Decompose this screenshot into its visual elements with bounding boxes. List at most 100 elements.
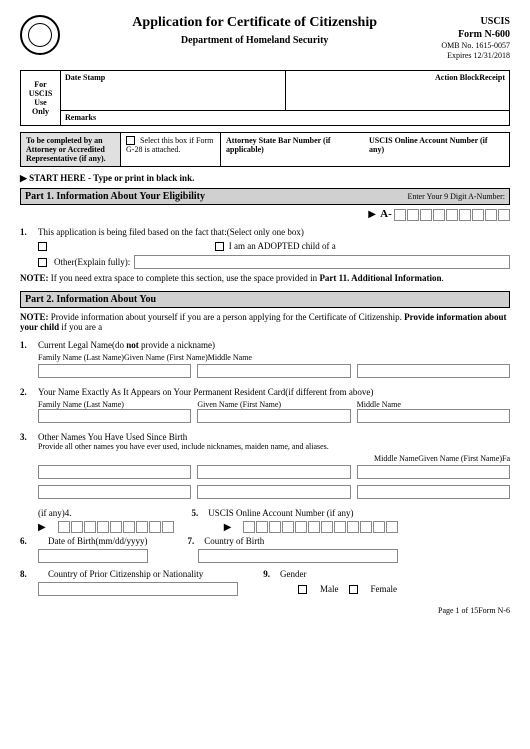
part2-header: Part 2. Information About You: [20, 291, 510, 308]
middle-lbl2: Middle Name: [357, 400, 510, 409]
note-p2-prefix: NOTE:: [20, 312, 51, 322]
middle-lbl: Middle Name: [208, 353, 252, 362]
prc-given-input[interactable]: [197, 409, 350, 423]
part1-header: Part 1. Information About Your Eligibili…: [20, 188, 510, 205]
note-part2: NOTE: Provide information about yourself…: [20, 312, 510, 332]
family-name-input[interactable]: [38, 364, 191, 378]
family-lbl2: Family Name (Last Name): [38, 400, 191, 409]
p2q6-text: Date of Birth(mm/dd/yyyy): [48, 536, 147, 546]
other1-given[interactable]: [197, 465, 350, 479]
p2q7-num: 7.: [187, 536, 194, 546]
a-prefix: A-: [380, 208, 392, 220]
acct-label: USCIS Online Account Number (if any): [369, 136, 488, 154]
attorney-box: To be completed by an Attorney or Accred…: [20, 132, 510, 167]
q4-input[interactable]: [58, 521, 174, 533]
g28-checkbox[interactable]: [126, 136, 135, 145]
other-label: Other(Explain fully):: [54, 257, 130, 267]
attorney-left: To be completed by an Attorney or Accred…: [21, 133, 121, 166]
family-lbl: Family Name (Last Name): [38, 353, 124, 362]
other2-given[interactable]: [197, 485, 350, 499]
other2-family[interactable]: [38, 485, 191, 499]
date-stamp-label: Date Stamp: [61, 71, 286, 110]
adopted-label: I am an ADOPTED child of a: [229, 241, 336, 251]
uscis-label: USCIS: [441, 15, 510, 28]
p2q2-text: Your Name Exactly As It Appears on Your …: [38, 387, 373, 397]
part1-title: Part 1. Information About Your Eligibili…: [25, 191, 407, 202]
p2q5-text: USCIS Online Account Number (if any): [208, 508, 353, 518]
male-label: Male: [320, 584, 339, 594]
omb-number: OMB No. 1615-0057: [441, 41, 510, 51]
p2-q2: 2. Your Name Exactly As It Appears on Yo…: [20, 387, 510, 429]
arrow-icon: ▶: [368, 209, 376, 220]
q1-num: 1.: [20, 227, 38, 237]
uscis-use-only-box: For USCIS Use Only Date Stamp Action Blo…: [20, 70, 510, 126]
q1-checkbox-1[interactable]: [38, 242, 47, 251]
male-checkbox[interactable]: [298, 585, 307, 594]
p2q5-num: 5.: [192, 508, 199, 518]
other-explain-input[interactable]: [134, 255, 510, 269]
note-p1-text: If you need extra space to complete this…: [51, 273, 444, 283]
title-block: Application for Certificate of Citizensh…: [68, 15, 441, 46]
uscis-use-label: For USCIS Use Only: [21, 71, 61, 125]
p2q2-num: 2.: [20, 387, 38, 429]
p2q9-num: 9.: [263, 569, 270, 579]
p2q8-text: Country of Prior Citizenship or National…: [48, 569, 203, 579]
dob-input[interactable]: [38, 549, 148, 563]
other1-family[interactable]: [38, 465, 191, 479]
p2q1-text: Current Legal Name(do not provide a nick…: [38, 340, 215, 350]
given-name-input[interactable]: [197, 364, 350, 378]
action-block-label: Action BlockReceipt: [286, 71, 510, 110]
a-number-row: ▶ A-: [20, 208, 510, 221]
prior-country-input[interactable]: [38, 582, 238, 596]
other2-middle[interactable]: [357, 485, 510, 499]
p2q1-num: 1.: [20, 340, 38, 384]
prc-middle-input[interactable]: [357, 409, 510, 423]
given-lbl2: Given Name (First Name): [197, 400, 350, 409]
form-title: Application for Certificate of Citizensh…: [68, 15, 441, 31]
start-here: ▶ START HERE - Type or print in black in…: [20, 173, 510, 184]
country-birth-input[interactable]: [198, 549, 398, 563]
remarks-label: Remarks: [61, 111, 509, 125]
note-part1: NOTE: If you need extra space to complet…: [20, 273, 510, 283]
p2q9-text: Gender: [280, 569, 307, 579]
arrow-icon: ▶: [224, 522, 232, 533]
bar-label: Attorney State Bar Number (if applicable…: [226, 136, 331, 154]
question-1: 1. This application is being filed based…: [20, 227, 510, 237]
q1-checkbox-other[interactable]: [38, 258, 47, 267]
p2q3-text-b: Provide all other names you have ever us…: [38, 442, 510, 451]
q8-q9-row: 8. Country of Prior Citizenship or Natio…: [20, 569, 510, 579]
arrow-icon: ▶: [38, 522, 46, 533]
given-lbl: Given Name (First Name): [124, 353, 208, 362]
q1-text: This application is being filed based on…: [38, 227, 510, 237]
q1-other-line: Other(Explain fully):: [38, 255, 510, 269]
a-number-prompt: Enter Your 9 Digit A-Number:: [407, 192, 505, 201]
page-header: Application for Certificate of Citizensh…: [20, 15, 510, 62]
department: Department of Homeland Security: [68, 35, 441, 46]
p2q3-text-a: Other Names You Have Used Since Birth: [38, 432, 510, 442]
expires: Expires 12/31/2018: [441, 51, 510, 61]
attorney-right: Attorney State Bar Number (if applicable…: [221, 133, 509, 166]
g28-label: Select this box if Form G-28 is attached…: [126, 136, 213, 155]
q6-q7-row: 6. Date of Birth(mm/dd/yyyy) 7. Country …: [20, 536, 510, 546]
a-number-input[interactable]: [394, 209, 510, 221]
dhs-seal-icon: [20, 15, 60, 55]
p2-q3: 3. Other Names You Have Used Since Birth…: [20, 432, 510, 505]
q5-input[interactable]: [243, 521, 398, 533]
female-checkbox[interactable]: [349, 585, 358, 594]
other1-middle[interactable]: [357, 465, 510, 479]
form-number: Form N-600: [441, 28, 510, 41]
ifany4-label: (if any)4.: [38, 508, 72, 518]
q4-q5-row: (if any)4. 5. USCIS Online Account Numbe…: [38, 508, 510, 518]
page-footer: Page 1 of 15Form N-6: [20, 606, 510, 615]
p2-q1: 1. Current Legal Name(do not provide a n…: [20, 340, 510, 384]
attorney-mid: Select this box if Form G-28 is attached…: [121, 133, 221, 166]
p2q3-num: 3.: [20, 432, 38, 505]
middle-name-input[interactable]: [357, 364, 510, 378]
form-id-block: USCIS Form N-600 OMB No. 1615-0057 Expir…: [441, 15, 510, 62]
p2q6-num: 6.: [20, 536, 38, 546]
prc-family-input[interactable]: [38, 409, 191, 423]
q1-checkbox-adopted[interactable]: [215, 242, 224, 251]
female-label: Female: [371, 584, 398, 594]
p2q8-num: 8.: [20, 569, 38, 579]
q1-options: I am an ADOPTED child of a: [38, 241, 510, 251]
